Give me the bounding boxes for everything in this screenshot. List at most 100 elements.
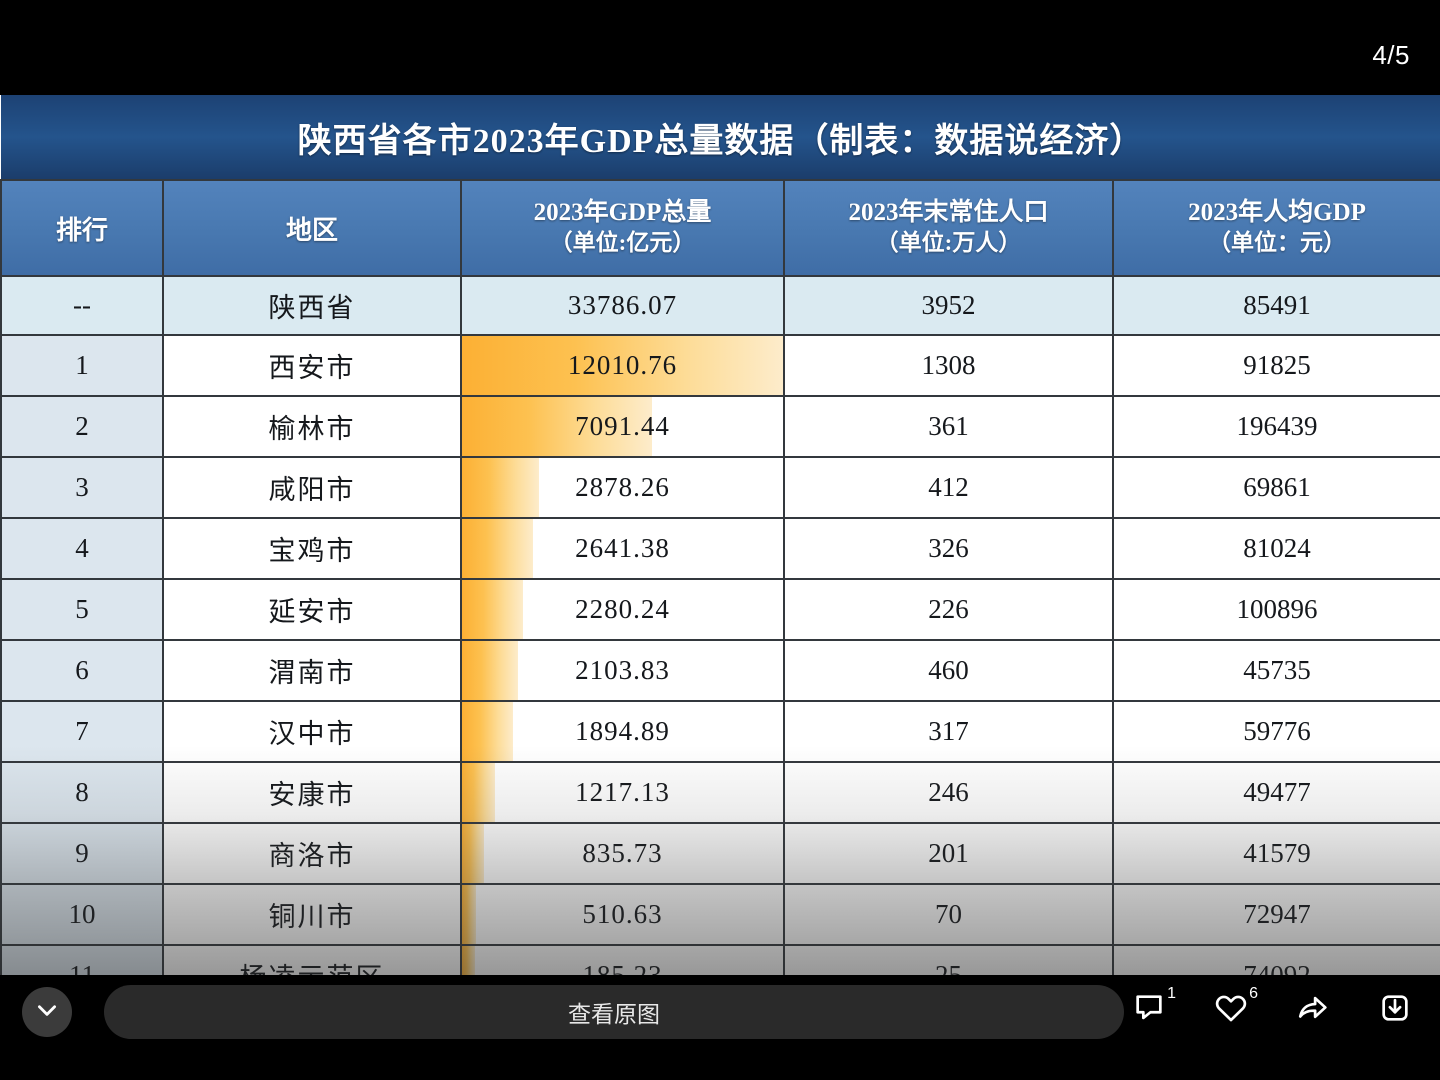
cell-gdp: 1217.13 <box>460 761 785 824</box>
cell-gdp-per-capita: 59776 <box>1111 700 1440 763</box>
view-original-button[interactable]: 查看原图 <box>104 985 1124 1039</box>
cell-gdp: 2641.38 <box>460 517 785 580</box>
cell-gdp-per-capita: 69861 <box>1111 456 1440 519</box>
cell-population: 317 <box>783 700 1114 763</box>
cell-gdp-value: 12010.76 <box>567 350 678 380</box>
like-button[interactable]: 6 <box>1204 981 1258 1039</box>
cell-gdp: 2280.24 <box>460 578 785 641</box>
gdp-bar <box>463 642 519 699</box>
cell-gdp: 7091.44 <box>460 395 785 458</box>
bottom-toolbar: 查看原图 1 6 <box>0 975 1440 1080</box>
column-header-population-unit: （单位:万人） <box>875 230 1022 256</box>
cell-region: 延安市 <box>162 578 462 641</box>
table-row: 4 宝鸡市 2641.38 326 81024 <box>0 517 1440 580</box>
cell-rank: 9 <box>0 822 164 885</box>
cell-region: 宝鸡市 <box>162 517 462 580</box>
cell-gdp: 2103.83 <box>460 639 785 702</box>
table-title: 陕西省各市2023年GDP总量数据（制表：数据说经济） <box>297 122 1145 160</box>
cell-rank: -- <box>0 275 164 336</box>
cell-gdp-value: 1894.89 <box>575 716 670 746</box>
cell-region: 安康市 <box>162 761 462 824</box>
chevron-down-icon <box>34 997 60 1028</box>
column-header-rank-label: 排行 <box>55 215 108 245</box>
cell-region: 商洛市 <box>162 822 462 885</box>
gdp-table: 陕西省各市2023年GDP总量数据（制表：数据说经济） 排行 地区 2023年G… <box>0 95 1440 975</box>
cell-population: 246 <box>783 761 1114 824</box>
share-icon <box>1295 991 1331 1030</box>
cell-region: 咸阳市 <box>162 456 462 519</box>
cell-rank: 10 <box>0 883 164 946</box>
column-header-gdp-label: 2023年GDP总量 <box>533 198 712 226</box>
comment-button[interactable]: 1 <box>1122 981 1176 1039</box>
table-row: 9 商洛市 835.73 201 41579 <box>0 822 1440 885</box>
page-indicator: 4/5 <box>1372 40 1410 70</box>
cell-rank: 1 <box>0 334 164 397</box>
cell-population: 361 <box>783 395 1114 458</box>
cell-gdp-value: 835.73 <box>582 838 663 868</box>
table-row: 10 铜川市 510.63 70 72947 <box>0 883 1440 946</box>
image-viewer[interactable]: 陕西省各市2023年GDP总量数据（制表：数据说经济） 排行 地区 2023年G… <box>0 95 1440 975</box>
cell-gdp: 12010.76 <box>460 334 785 397</box>
cell-gdp-per-capita: 74092 <box>1111 944 1440 975</box>
cell-population: 201 <box>783 822 1114 885</box>
cell-region: 汉中市 <box>162 700 462 763</box>
cell-gdp-value: 2280.24 <box>575 594 670 624</box>
cell-gdp-value: 7091.44 <box>575 411 670 441</box>
cell-gdp-per-capita: 85491 <box>1111 275 1440 336</box>
cell-rank: 7 <box>0 700 164 763</box>
cell-rank: 11 <box>0 944 164 975</box>
cell-gdp-value: 2641.38 <box>575 533 670 563</box>
table-row: 6 渭南市 2103.83 460 45735 <box>0 639 1440 702</box>
view-original-label: 查看原图 <box>568 1001 660 1027</box>
cell-region: 杨凌示范区 <box>162 944 462 975</box>
table-title-row: 陕西省各市2023年GDP总量数据（制表：数据说经济） <box>1 95 1440 181</box>
cell-gdp-per-capita: 41579 <box>1111 822 1440 885</box>
cell-gdp: 33786.07 <box>460 275 785 336</box>
table-row: 3 咸阳市 2878.26 412 69861 <box>0 456 1440 519</box>
table-header-row: 排行 地区 2023年GDP总量 （单位:亿元） 2023年末常住人口 （单位:… <box>0 179 1440 277</box>
cell-population: 70 <box>783 883 1114 946</box>
cell-population: 412 <box>783 456 1114 519</box>
gdp-bar <box>463 459 539 516</box>
table-body: 1 西安市 12010.76 1308 91825 2 榆林市 7091.44 361 19643… <box>0 334 1440 975</box>
cell-gdp-per-capita: 45735 <box>1111 639 1440 702</box>
gdp-bar <box>463 886 476 943</box>
table-row: 8 安康市 1217.13 246 49477 <box>0 761 1440 824</box>
share-button[interactable] <box>1286 981 1340 1039</box>
gdp-bar <box>463 947 475 975</box>
table-row: 5 延安市 2280.24 226 100896 <box>0 578 1440 641</box>
cell-gdp-per-capita: 49477 <box>1111 761 1440 824</box>
column-header-gdp-per-capita-unit: （单位：元） <box>1208 230 1347 256</box>
gdp-bar <box>463 764 495 821</box>
cell-gdp-per-capita: 196439 <box>1111 395 1440 458</box>
cell-region: 西安市 <box>162 334 462 397</box>
action-bar: 1 6 <box>1122 981 1422 1039</box>
cell-gdp-per-capita: 81024 <box>1111 517 1440 580</box>
cell-gdp-per-capita: 72947 <box>1111 883 1440 946</box>
column-header-population-label: 2023年末常住人口 <box>848 198 1049 226</box>
column-header-gdp: 2023年GDP总量 （单位:亿元） <box>460 179 785 277</box>
cell-gdp-per-capita: 91825 <box>1111 334 1440 397</box>
cell-population: 226 <box>783 578 1114 641</box>
cell-gdp-value: 1217.13 <box>575 777 670 807</box>
cell-rank: 4 <box>0 517 164 580</box>
cell-region: 铜川市 <box>162 883 462 946</box>
cell-gdp-value: 33786.07 <box>567 290 678 320</box>
cell-gdp-value: 2103.83 <box>575 655 670 685</box>
comment-count: 1 <box>1167 985 1176 1002</box>
heart-icon <box>1213 991 1249 1030</box>
table-title-cell: 陕西省各市2023年GDP总量数据（制表：数据说经济） <box>1 95 1440 181</box>
gdp-bar <box>463 398 652 455</box>
cell-population: 460 <box>783 639 1114 702</box>
table-row: 7 汉中市 1894.89 317 59776 <box>0 700 1440 763</box>
column-header-region-label: 地区 <box>285 215 338 245</box>
cell-rank: 5 <box>0 578 164 641</box>
cell-gdp: 835.73 <box>460 822 785 885</box>
collapse-button[interactable] <box>22 987 72 1037</box>
gdp-bar <box>463 581 523 638</box>
download-button[interactable] <box>1368 981 1422 1039</box>
gdp-bar <box>463 825 485 882</box>
column-header-population: 2023年末常住人口 （单位:万人） <box>783 179 1114 277</box>
cell-gdp-value: 510.63 <box>582 899 663 929</box>
cell-gdp-value: 2878.26 <box>575 472 670 502</box>
